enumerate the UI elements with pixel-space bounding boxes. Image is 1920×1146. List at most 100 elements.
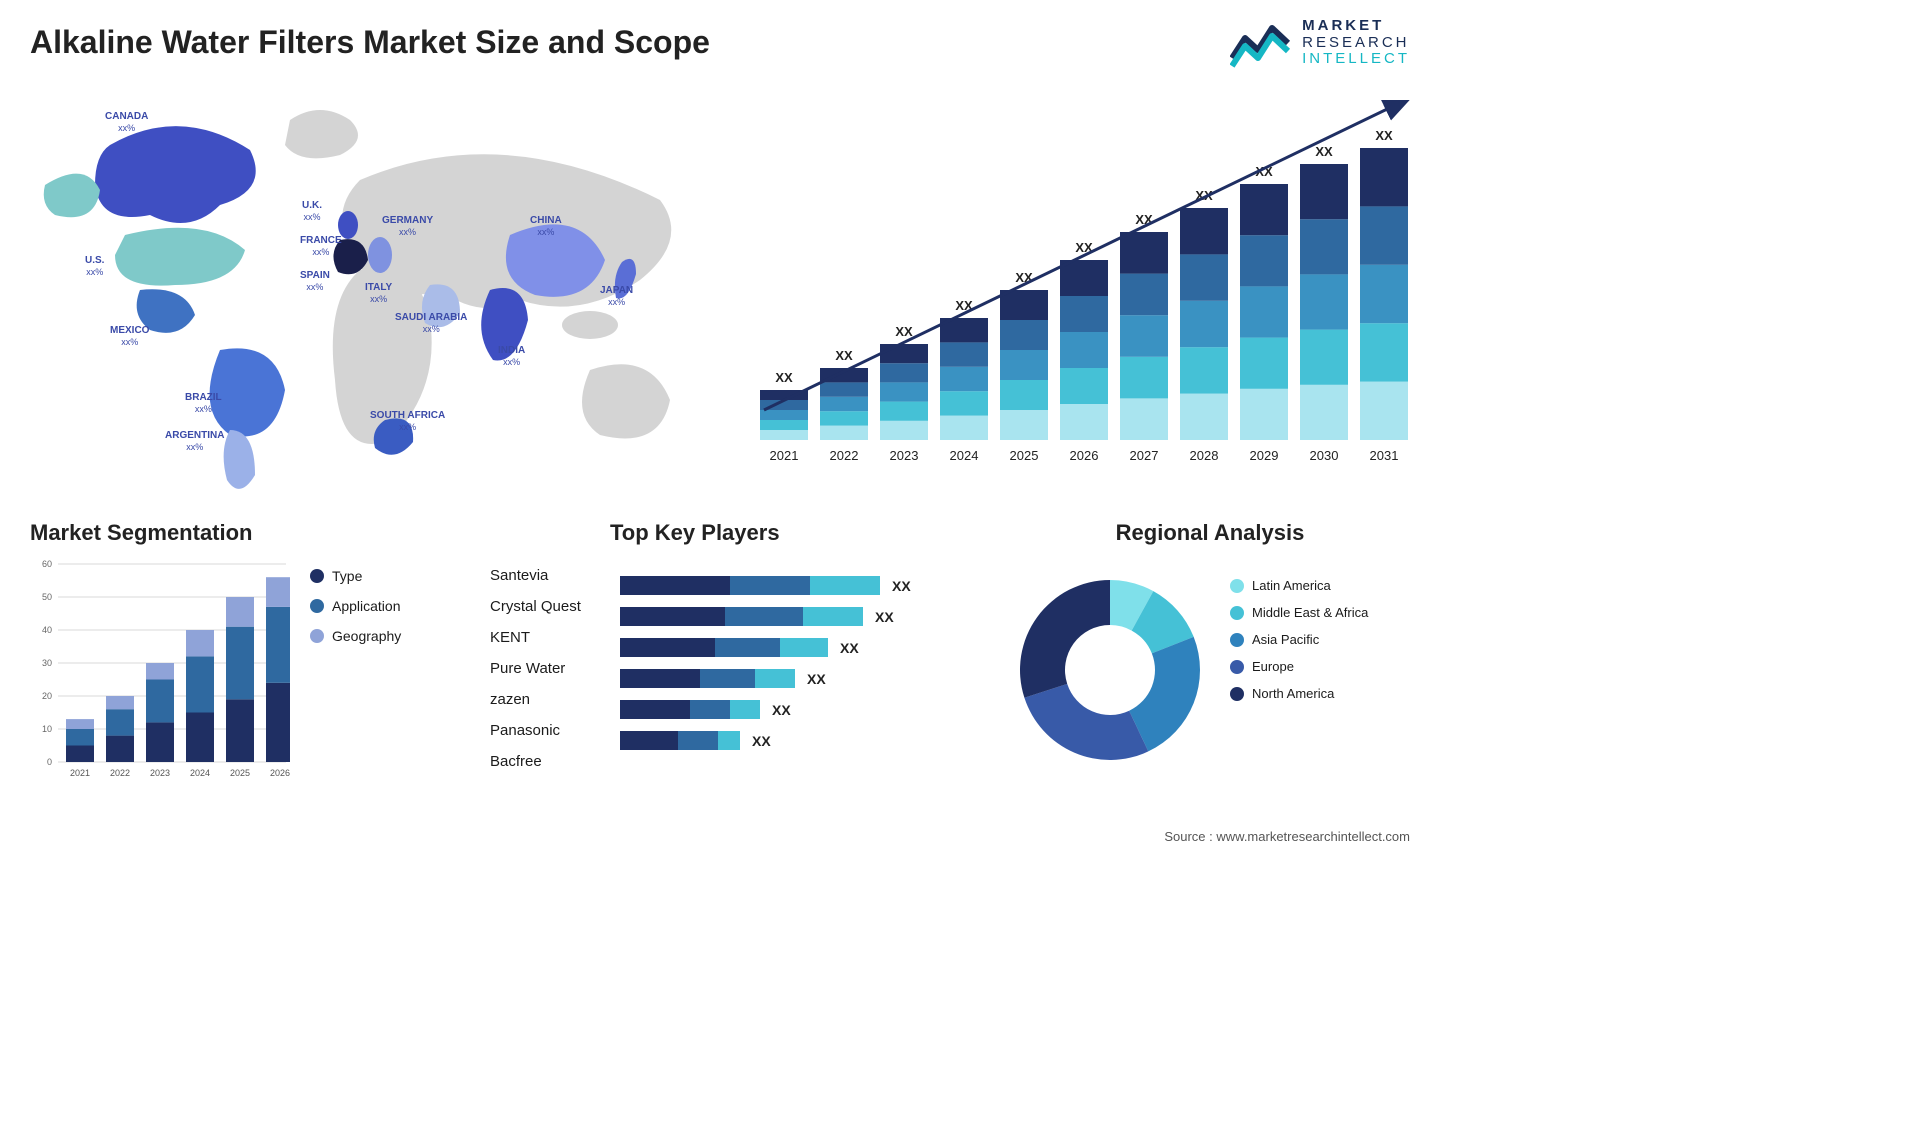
seg-legend-item: Type: [310, 568, 401, 584]
growth-bar-year: 2028: [1190, 448, 1219, 463]
growth-bar-seg: [1060, 368, 1108, 404]
player-bar-seg: [755, 669, 795, 688]
segmentation-title: Market Segmentation: [30, 520, 450, 546]
growth-bar-seg: [1360, 382, 1408, 440]
growth-bar-year: 2027: [1130, 448, 1159, 463]
segmentation-legend: Type Application Geography: [310, 568, 401, 658]
legend-label: Application: [332, 598, 401, 614]
growth-bar-seg: [1000, 320, 1048, 350]
player-bar-seg: [620, 731, 678, 750]
growth-bar-year: 2023: [890, 448, 919, 463]
growth-bar-value: XX: [835, 348, 853, 363]
growth-bar-seg: [1120, 232, 1168, 274]
player-bar-seg: [718, 731, 740, 750]
growth-bar-year: 2021: [770, 448, 799, 463]
page-title: Alkaline Water Filters Market Size and S…: [30, 24, 710, 61]
growth-bar-seg: [1360, 265, 1408, 323]
growth-bar-seg: [1000, 380, 1048, 410]
growth-bar-seg: [1120, 357, 1168, 399]
legend-label: Europe: [1252, 659, 1294, 674]
player-name: Santevia: [490, 560, 610, 591]
growth-bar-seg: [1240, 389, 1288, 440]
growth-bar-seg: [1060, 260, 1108, 296]
growth-bar-seg: [1000, 350, 1048, 380]
legend-swatch: [310, 599, 324, 613]
seg-bar-segment: [226, 597, 254, 627]
regional-legend: Latin AmericaMiddle East & AfricaAsia Pa…: [1230, 578, 1368, 713]
growth-bar-seg: [760, 420, 808, 430]
brand-logo: MARKET RESEARCH INTELLECT: [1230, 18, 1410, 68]
growth-bar-seg: [1240, 184, 1288, 235]
logo-line-2: RESEARCH: [1302, 35, 1410, 52]
growth-bar-seg: [880, 382, 928, 401]
growth-bar-seg: [1300, 164, 1348, 219]
key-players-block: Top Key Players SanteviaCrystal QuestKEN…: [490, 520, 970, 800]
map-label-brazil: BRAZILxx%: [185, 392, 222, 414]
legend-label: Geography: [332, 628, 401, 644]
player-bar-seg: [730, 576, 810, 595]
growth-bar-seg: [880, 421, 928, 440]
growth-bar-seg: [940, 342, 988, 366]
growth-bar-seg: [880, 363, 928, 382]
map-label-india: INDIAxx%: [498, 345, 525, 367]
seg-bar-segment: [66, 719, 94, 729]
player-bar-value: XX: [772, 702, 791, 718]
seg-bar-segment: [66, 729, 94, 746]
region-legend-item: Latin America: [1230, 578, 1368, 593]
seg-ytick: 60: [42, 559, 52, 569]
seg-xtick: 2023: [150, 768, 170, 778]
map-label-u-s-: U.S.xx%: [85, 255, 104, 277]
seg-bar-segment: [106, 736, 134, 762]
seg-xtick: 2021: [70, 768, 90, 778]
region-legend-item: Europe: [1230, 659, 1368, 674]
player-bar-seg: [620, 700, 690, 719]
player-name: Crystal Quest: [490, 591, 610, 622]
region-legend-item: North America: [1230, 686, 1368, 701]
player-bar-value: XX: [892, 578, 911, 594]
growth-bar-seg: [1180, 394, 1228, 440]
growth-bar-seg: [1180, 208, 1228, 254]
logo-text: MARKET RESEARCH INTELLECT: [1302, 18, 1410, 68]
map-label-france: FRANCExx%: [300, 235, 342, 257]
legend-label: North America: [1252, 686, 1334, 701]
segmentation-block: Market Segmentation 01020304050602021202…: [30, 520, 450, 800]
player-name: Panasonic: [490, 715, 610, 746]
map-label-italy: ITALYxx%: [365, 282, 392, 304]
seg-ytick: 30: [42, 658, 52, 668]
player-bar-seg: [678, 731, 718, 750]
growth-bar-value: XX: [895, 324, 913, 339]
legend-swatch: [1230, 606, 1244, 620]
growth-bar-seg: [940, 416, 988, 440]
player-bar-value: XX: [807, 671, 826, 687]
growth-bar-year: 2029: [1250, 448, 1279, 463]
growth-bar-seg: [820, 382, 868, 396]
map-label-china: CHINAxx%: [530, 215, 562, 237]
donut-slice: [1020, 580, 1110, 698]
growth-bar-seg: [1120, 398, 1168, 440]
logo-line-1: MARKET: [1302, 18, 1410, 35]
legend-swatch: [1230, 687, 1244, 701]
growth-bar-seg: [1360, 148, 1408, 206]
legend-label: Latin America: [1252, 578, 1331, 593]
growth-bar-seg: [1240, 235, 1288, 286]
seg-ytick: 0: [47, 757, 52, 767]
player-name: Bacfree: [490, 746, 610, 777]
player-bar-seg: [803, 607, 863, 626]
growth-bar-seg: [1060, 296, 1108, 332]
world-map-block: CANADAxx%U.S.xx%MEXICOxx%BRAZILxx%ARGENT…: [30, 90, 710, 490]
player-bar-seg: [620, 638, 715, 657]
seg-bar-segment: [226, 627, 254, 700]
seg-legend-item: Application: [310, 598, 401, 614]
player-bar-seg: [620, 607, 725, 626]
player-name: zazen: [490, 684, 610, 715]
players-title: Top Key Players: [610, 520, 970, 546]
map-label-japan: JAPANxx%: [600, 285, 633, 307]
player-bar-value: XX: [752, 733, 771, 749]
seg-xtick: 2025: [230, 768, 250, 778]
growth-bar-seg: [760, 410, 808, 420]
source-label: Source : www.marketresearchintellect.com: [1164, 829, 1410, 844]
growth-chart: XX2021XX2022XX2023XX2024XX2025XX2026XX20…: [750, 100, 1410, 480]
growth-bar-seg: [1060, 404, 1108, 440]
player-bar-seg: [730, 700, 760, 719]
growth-bar-seg: [1300, 274, 1348, 329]
